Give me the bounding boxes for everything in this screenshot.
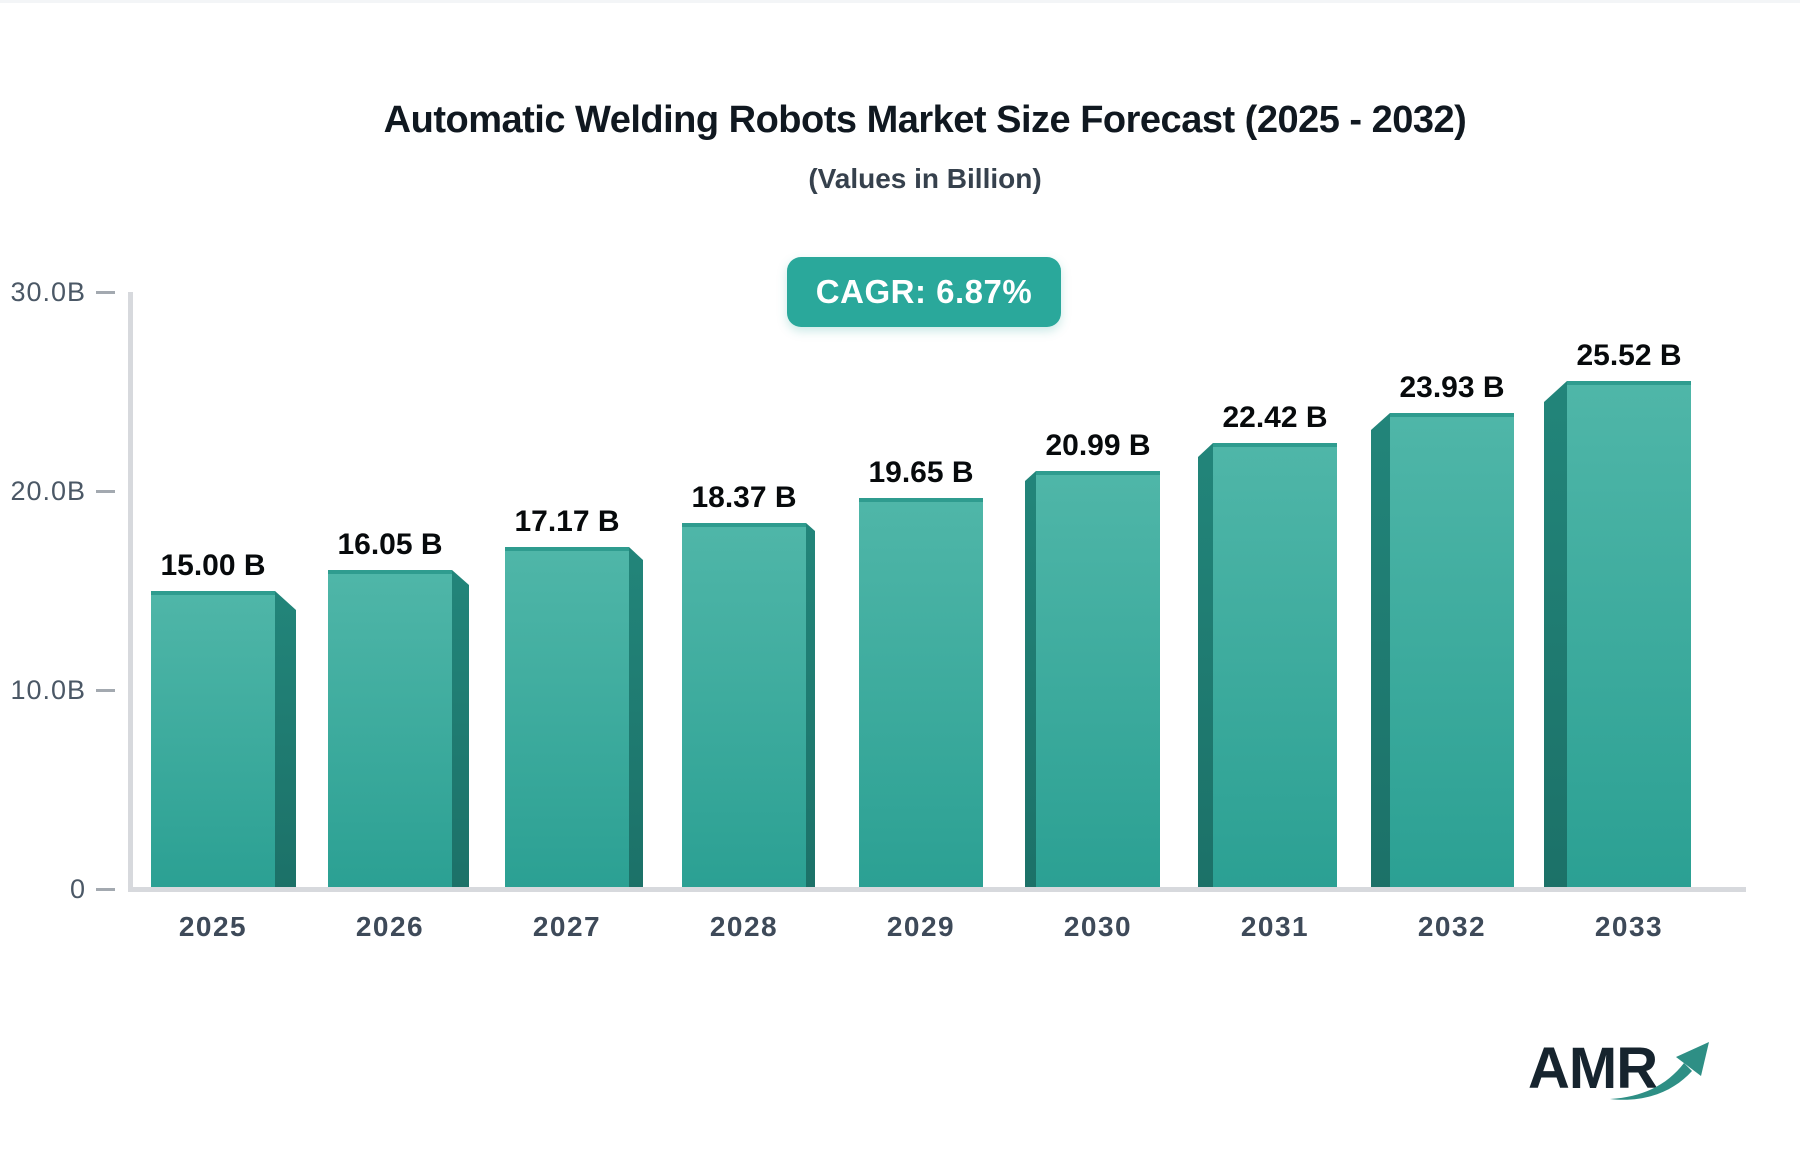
bar-side-2025 — [275, 591, 296, 889]
bar-2031 — [1213, 443, 1337, 889]
bar-value-label-2025: 15.00 B — [160, 549, 266, 582]
y-axis-tick-label: 20.0B — [10, 476, 86, 506]
bar-side-2031 — [1198, 443, 1213, 889]
bar-2027 — [505, 547, 629, 889]
y-axis-tick-label: 30.0B — [10, 277, 86, 307]
x-axis-line — [128, 887, 1746, 892]
bar-value-label-2028: 18.37 B — [691, 481, 797, 514]
bar-2033 — [1567, 381, 1691, 889]
bar-2026 — [328, 570, 452, 889]
bar-side-2032 — [1371, 413, 1390, 889]
bar-value-label-2027: 17.17 B — [514, 505, 620, 538]
amr-logo-arrow-icon — [1610, 1042, 1709, 1100]
bar-value-label-2033: 25.52 B — [1576, 339, 1682, 372]
x-axis-label-2029: 2029 — [886, 911, 956, 942]
y-axis-tick-label: 0 — [69, 874, 86, 904]
cagr-badge-label: CAGR: 6.87% — [815, 273, 1033, 310]
chart-subtitle: (Values in Billion) — [808, 163, 1042, 194]
x-axis-label-2027: 2027 — [532, 911, 602, 942]
y-axis-tick-label: 10.0B — [10, 675, 86, 705]
x-axis-label-2032: 2032 — [1417, 911, 1487, 942]
bar-side-2033 — [1544, 381, 1567, 889]
bar-2030 — [1036, 471, 1160, 889]
x-axis-label-2033: 2033 — [1594, 911, 1664, 942]
x-axis-label-2025: 2025 — [178, 911, 248, 942]
bar-value-label-2031: 22.42 B — [1222, 401, 1328, 434]
x-axis-label-2030: 2030 — [1063, 911, 1133, 942]
y-axis-tick — [96, 689, 115, 692]
amr-logo: AMR — [1528, 1035, 1718, 1115]
bar-2032 — [1390, 413, 1514, 889]
bar-2025 — [151, 591, 275, 889]
bar-side-2028 — [806, 523, 815, 889]
y-axis-tick — [96, 490, 115, 493]
bar-value-label-2030: 20.99 B — [1045, 429, 1151, 462]
x-axis-label-2031: 2031 — [1240, 911, 1310, 942]
bar-value-label-2029: 19.65 B — [868, 456, 974, 489]
bar-2029 — [859, 498, 983, 889]
chart-title: Automatic Welding Robots Market Size For… — [383, 99, 1467, 141]
x-axis-label-2026: 2026 — [355, 911, 425, 942]
amr-logo-text: AMR — [1528, 1036, 1658, 1101]
bar-2028 — [682, 523, 806, 889]
cagr-badge: CAGR: 6.87% — [787, 257, 1061, 327]
bar-side-2026 — [452, 570, 469, 889]
y-axis-line — [128, 292, 133, 892]
y-axis-tick — [96, 888, 115, 891]
bar-side-2030 — [1025, 471, 1036, 889]
y-axis-tick — [96, 291, 115, 294]
bar-side-2027 — [629, 547, 643, 889]
bar-value-label-2032: 23.93 B — [1399, 371, 1505, 404]
x-axis-label-2028: 2028 — [709, 911, 779, 942]
bar-value-label-2026: 16.05 B — [337, 528, 443, 561]
